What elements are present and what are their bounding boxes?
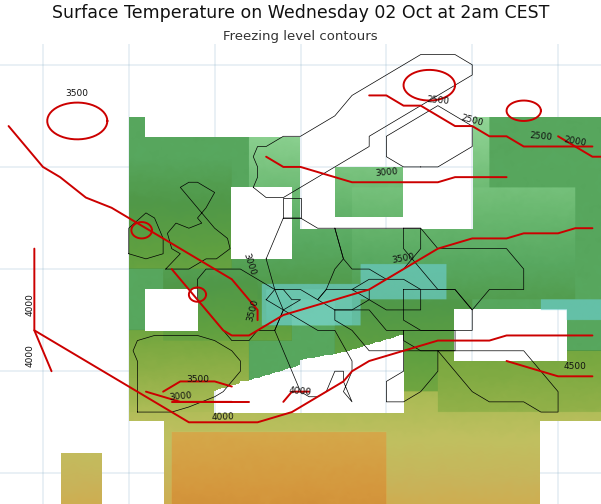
Text: 2500: 2500	[529, 131, 553, 142]
Text: Freezing level contours: Freezing level contours	[223, 30, 378, 43]
Text: 2000: 2000	[563, 135, 587, 148]
Text: 3000: 3000	[374, 166, 398, 177]
Text: 3000: 3000	[241, 251, 257, 276]
Text: 3500: 3500	[246, 298, 261, 322]
Text: 3000: 3000	[168, 391, 192, 402]
Text: 2500: 2500	[460, 114, 484, 128]
Text: 3500: 3500	[186, 375, 209, 384]
Text: 4000: 4000	[288, 386, 313, 397]
Text: 4000: 4000	[212, 412, 235, 422]
Text: 4000: 4000	[26, 344, 34, 367]
Text: 4500: 4500	[564, 361, 587, 370]
Text: 3500: 3500	[66, 90, 89, 98]
Text: 2500: 2500	[426, 95, 450, 106]
Text: 4000: 4000	[26, 293, 34, 316]
Text: 3500: 3500	[391, 253, 416, 265]
Text: Surface Temperature on Wednesday 02 Oct at 2am CEST: Surface Temperature on Wednesday 02 Oct …	[52, 5, 549, 22]
